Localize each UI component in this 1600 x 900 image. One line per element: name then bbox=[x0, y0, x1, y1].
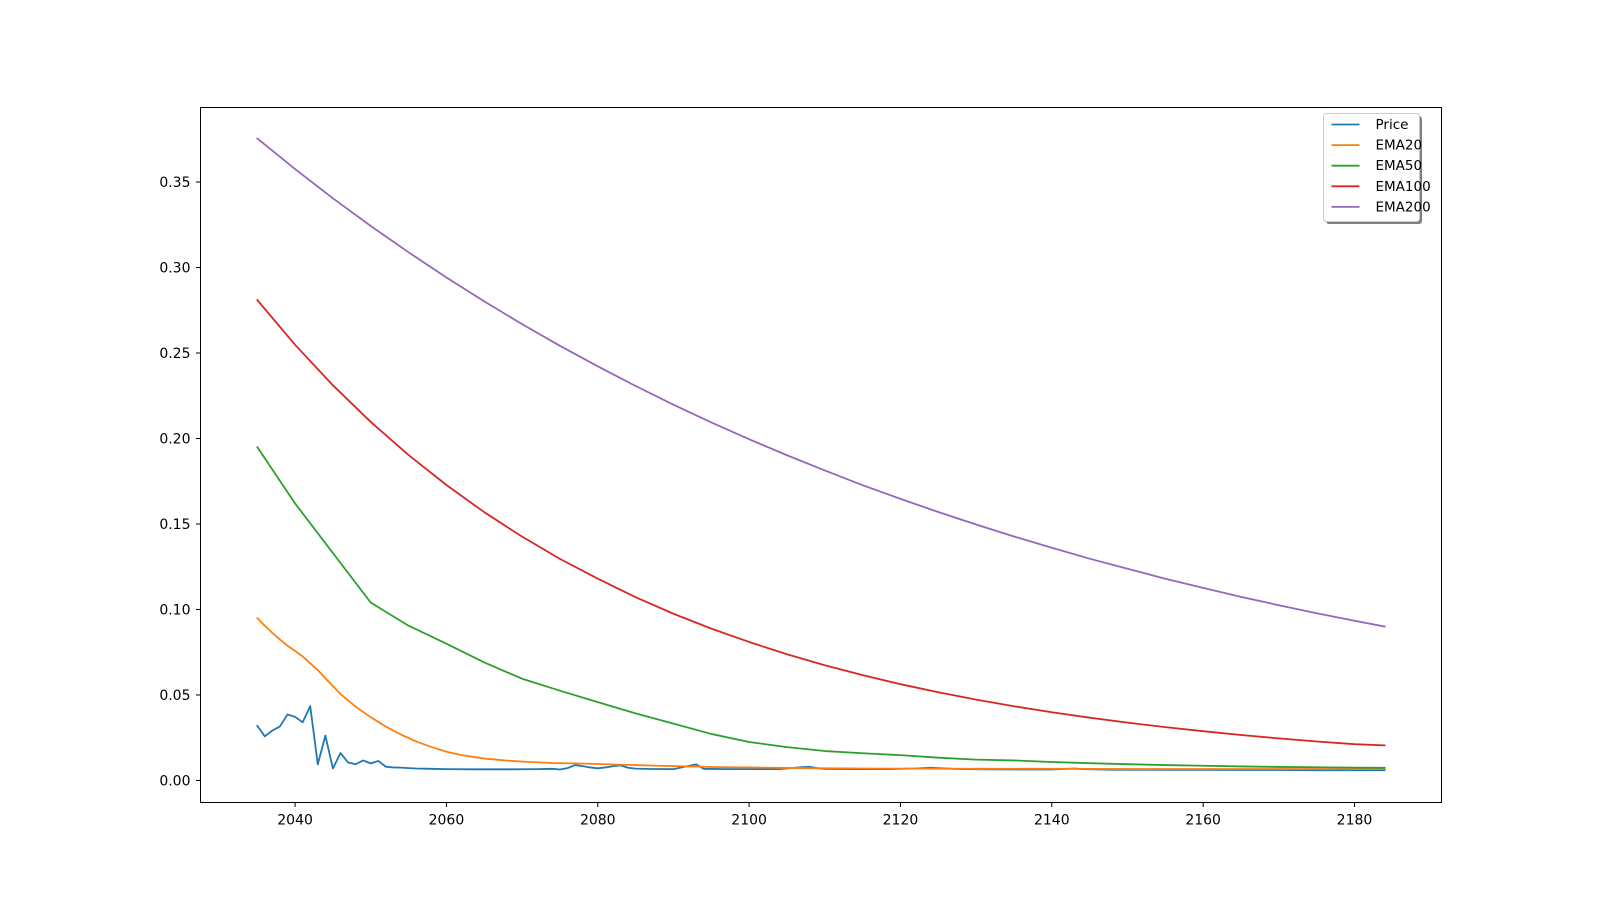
legend-item-ema100: EMA100 bbox=[1331, 179, 1431, 195]
x-tick-label: 2160 bbox=[1185, 813, 1221, 829]
series-line-ema100 bbox=[256, 299, 1386, 747]
legend-label: EMA100 bbox=[1376, 179, 1431, 195]
legend-box bbox=[1323, 113, 1420, 222]
x-axis: 2040 2060 2080 2100 2120 2140 2160 2180 bbox=[277, 802, 1373, 829]
y-tick-label: 0.05 bbox=[159, 688, 190, 704]
y-tick-label: 0.00 bbox=[159, 773, 190, 789]
x-tick-label: 2140 bbox=[1034, 813, 1070, 829]
y-tick-label: 0.20 bbox=[159, 432, 190, 448]
x-tick-label: 2040 bbox=[277, 813, 313, 829]
y-tick-label: 0.35 bbox=[159, 175, 190, 191]
legend-label: EMA20 bbox=[1376, 138, 1423, 154]
legend-label: Price bbox=[1376, 117, 1409, 133]
x-tick-label: 2080 bbox=[580, 813, 616, 829]
series-lines bbox=[256, 137, 1386, 772]
x-tick-label: 2060 bbox=[429, 813, 465, 829]
legend-label: EMA50 bbox=[1376, 158, 1423, 174]
plot-area bbox=[200, 107, 1442, 803]
y-tick-label: 0.10 bbox=[159, 602, 190, 618]
legend: Price EMA20 EMA50 EMA100 EMA200 bbox=[1323, 113, 1431, 224]
legend-item-price: Price bbox=[1331, 117, 1409, 133]
legend-label: EMA200 bbox=[1376, 199, 1431, 215]
y-tick-label: 0.15 bbox=[159, 517, 190, 533]
series-line-ema20 bbox=[256, 617, 1386, 770]
legend-item-ema200: EMA200 bbox=[1331, 199, 1431, 215]
series-line-ema50 bbox=[256, 446, 1386, 769]
legend-item-ema20: EMA20 bbox=[1331, 138, 1423, 154]
y-tick-label: 0.25 bbox=[159, 346, 190, 362]
y-tick-label: 0.30 bbox=[159, 261, 190, 277]
y-axis: 0.00 0.05 0.10 0.15 0.20 0.25 0.30 0.35 bbox=[159, 175, 201, 789]
legend-item-ema50: EMA50 bbox=[1331, 158, 1423, 174]
x-tick-label: 2180 bbox=[1337, 813, 1373, 829]
x-tick-label: 2120 bbox=[883, 813, 919, 829]
series-line-ema200 bbox=[256, 137, 1386, 628]
x-tick-label: 2100 bbox=[731, 813, 767, 829]
